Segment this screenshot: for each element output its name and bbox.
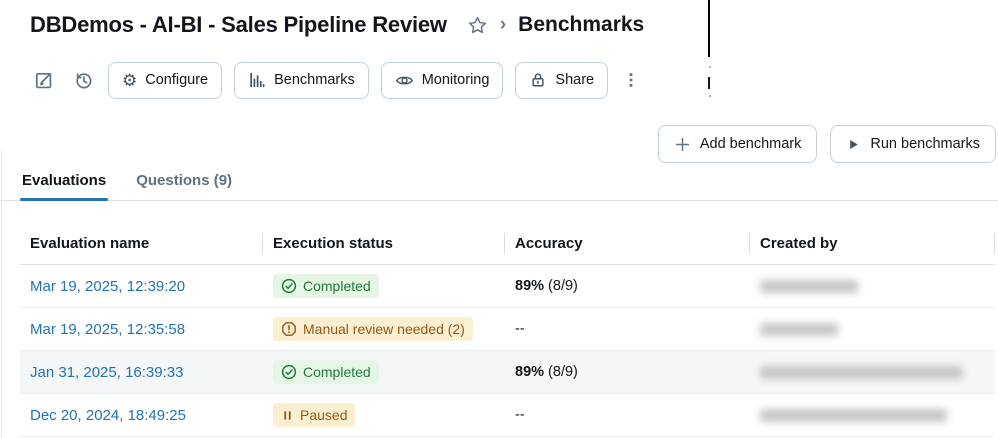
history-icon[interactable]	[68, 65, 98, 95]
pause-icon	[281, 409, 294, 422]
accuracy-cell: --	[515, 321, 525, 337]
bar-chart-icon	[248, 71, 266, 89]
monitoring-label: Monitoring	[421, 72, 490, 88]
crop-artifact-dot	[709, 66, 711, 68]
share-button[interactable]: Share	[515, 61, 609, 99]
star-icon[interactable]	[467, 15, 488, 36]
share-label: Share	[555, 72, 595, 88]
configure-button[interactable]: ⚙ Configure	[108, 61, 223, 99]
status-badge: Manual review needed (2)	[273, 317, 473, 341]
evaluation-name-link[interactable]: Dec 20, 2024, 18:49:25	[30, 406, 186, 424]
status-badge: Completed	[273, 274, 379, 298]
column-header-evaluation-name: Evaluation name	[20, 222, 263, 264]
table-row[interactable]: Jan 31, 2025, 16:39:33 Completed 89% (8/…	[20, 351, 995, 394]
crop-artifact-dot	[709, 95, 711, 97]
column-header-created-by: Created by	[750, 222, 995, 264]
check-circle-icon	[281, 364, 297, 380]
tab-questions[interactable]: Questions (9)	[136, 172, 233, 189]
status-badge: Paused	[273, 403, 356, 427]
page-header: DBDemos - AI-BI - Sales Pipeline Review …	[30, 12, 644, 38]
status-label: Manual review needed (2)	[303, 321, 465, 337]
plus-icon	[674, 136, 691, 153]
status-label: Completed	[303, 278, 371, 294]
table-row[interactable]: Mar 19, 2025, 12:39:20 Completed 89% (8/…	[20, 265, 995, 308]
add-benchmark-label: Add benchmark	[699, 136, 802, 152]
created-by-redacted	[760, 322, 838, 336]
gear-icon: ⚙	[122, 70, 138, 90]
lock-icon	[529, 71, 547, 89]
table-row[interactable]: Mar 19, 2025, 12:35:58 Manual review nee…	[20, 308, 995, 351]
column-header-execution-status: Execution status	[263, 222, 505, 264]
evaluation-name-link[interactable]: Mar 19, 2025, 12:35:58	[30, 320, 186, 338]
crop-artifact-line	[708, 0, 710, 57]
created-by-redacted	[760, 408, 947, 422]
monitoring-button[interactable]: Monitoring	[380, 61, 504, 99]
tab-bar: Evaluations Questions (9)	[0, 170, 998, 201]
edit-icon[interactable]	[28, 65, 58, 95]
configure-label: Configure	[145, 72, 209, 88]
check-circle-icon	[281, 278, 297, 294]
toolbar: ⚙ Configure Benchmarks	[28, 61, 644, 99]
status-label: Paused	[300, 407, 348, 423]
tab-evaluations[interactable]: Evaluations	[20, 170, 109, 201]
alert-octagon-icon	[281, 321, 297, 337]
status-badge: Completed	[273, 360, 379, 384]
benchmarks-button[interactable]: Benchmarks	[234, 61, 369, 99]
kebab-menu-icon[interactable]	[618, 65, 644, 95]
status-label: Completed	[303, 364, 371, 380]
benchmark-actions: Add benchmark Run benchmarks	[657, 125, 996, 163]
created-by-redacted	[760, 279, 858, 293]
accuracy-cell: 89% (8/9)	[515, 278, 578, 294]
table-header-row: Evaluation name Execution status Accurac…	[20, 222, 995, 265]
evaluation-name-link[interactable]: Mar 19, 2025, 12:39:20	[30, 277, 186, 295]
add-benchmark-button[interactable]: Add benchmark	[657, 125, 818, 163]
evaluation-name-link[interactable]: Jan 31, 2025, 16:39:33	[30, 363, 184, 381]
run-benchmarks-label: Run benchmarks	[870, 136, 980, 152]
accuracy-cell: --	[515, 407, 525, 423]
breadcrumb-chevron-icon: ›	[499, 14, 507, 35]
panel-left-edge	[1, 150, 2, 438]
benchmarks-label: Benchmarks	[274, 72, 355, 88]
run-benchmarks-button[interactable]: Run benchmarks	[830, 125, 996, 163]
crop-artifact-tick	[708, 77, 710, 89]
play-icon	[846, 137, 861, 152]
column-header-accuracy: Accuracy	[505, 222, 750, 264]
created-by-redacted	[760, 365, 963, 379]
table-row[interactable]: Dec 20, 2024, 18:49:25 Paused --	[20, 394, 995, 437]
accuracy-cell: 89% (8/9)	[515, 364, 578, 380]
evaluations-table: Evaluation name Execution status Accurac…	[20, 222, 995, 437]
table-body: Mar 19, 2025, 12:39:20 Completed 89% (8/…	[20, 265, 995, 437]
breadcrumb-current: Benchmarks	[518, 13, 645, 36]
eye-icon	[395, 71, 414, 90]
page-title: DBDemos - AI-BI - Sales Pipeline Review	[30, 12, 447, 37]
